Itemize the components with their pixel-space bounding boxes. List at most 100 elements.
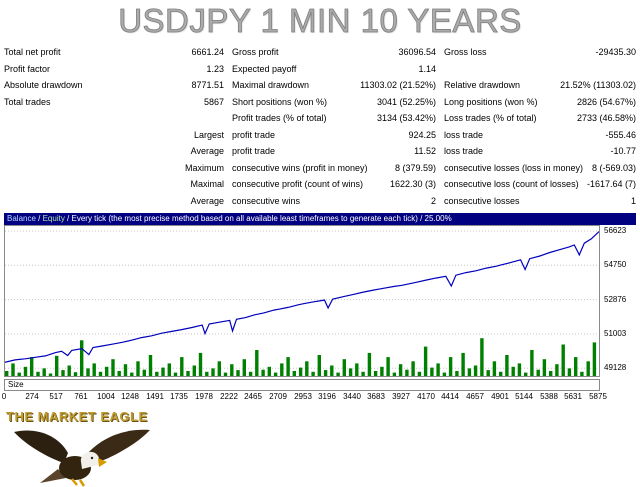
stat-value: 1622.30 (3) [389, 179, 436, 190]
stat-label: consecutive profit (count of wins) [232, 179, 364, 190]
size-bar [86, 368, 90, 376]
size-bar [405, 369, 409, 376]
y-tick-label: 54750 [604, 260, 627, 269]
size-bar [342, 359, 346, 376]
size-bar [123, 364, 128, 376]
size-bar [392, 372, 397, 376]
stat-label: Gross loss [444, 47, 487, 58]
size-bar [255, 350, 259, 376]
size-bar [486, 370, 490, 376]
stat-label: Total net profit [4, 47, 61, 58]
size-bar [17, 372, 21, 376]
x-tick-label: 5388 [540, 392, 558, 401]
size-bar [430, 367, 434, 376]
size-bar [442, 372, 447, 376]
size-bar [161, 367, 165, 376]
size-bar [330, 365, 334, 376]
size-bar [580, 371, 584, 376]
table-row: Maximum consecutive wins (profit in mone… [4, 160, 636, 177]
stat-value: 11303.02 (21.52%) [360, 80, 436, 91]
size-bar [111, 359, 115, 376]
size-bar [448, 357, 453, 376]
stat-value: Maximal [190, 179, 224, 190]
stat-label: Expected payoff [232, 63, 297, 74]
table-row: Total net profit 6661.24 Gross profit 3609… [4, 44, 636, 61]
x-tick-label: 5631 [564, 392, 582, 401]
size-bar [361, 371, 365, 376]
size-bar [417, 371, 422, 376]
stats-table: Total net profit 6661.24 Gross profit 3609… [0, 42, 640, 209]
size-bar [480, 338, 484, 376]
size-bar [455, 371, 459, 376]
y-tick-label: 52876 [604, 295, 627, 304]
size-bar [236, 370, 240, 376]
size-bar [192, 365, 196, 376]
size-bar [473, 365, 478, 376]
size-bar [317, 355, 321, 376]
stat-value: 924.25 [408, 129, 436, 140]
size-bar [42, 368, 46, 376]
size-bar [536, 369, 540, 376]
x-tick-label: 761 [74, 392, 88, 401]
size-bar [561, 344, 565, 376]
stat-value: 2733 (46.58%) [576, 113, 636, 124]
stat-value: 3041 (52.25%) [376, 96, 436, 107]
stat-value: -1617.64 (7) [586, 179, 636, 190]
x-tick-label: 1735 [170, 392, 188, 401]
size-bar [167, 363, 171, 376]
size-bar [592, 342, 597, 376]
x-tick-label: 1491 [146, 392, 164, 401]
x-tick-label: 2222 [220, 392, 238, 401]
size-bar [205, 371, 209, 376]
backtest-chart: Balance / Equity / Every tick (the most … [1, 213, 636, 402]
size-bar [398, 364, 403, 376]
stat-value: 8 (-569.03) [591, 162, 636, 173]
size-bar [461, 352, 465, 376]
size-bar [380, 366, 384, 376]
stat-label: consecutive loss (count of losses) [444, 179, 579, 190]
stat-label: loss trade [444, 146, 484, 157]
stat-value: -29435.30 [595, 47, 636, 58]
x-tick-label: 0 [1, 392, 7, 401]
x-tick-label: 4170 [417, 392, 435, 401]
stat-value: Average [190, 195, 224, 206]
size-bar [467, 368, 472, 376]
x-tick-label: 1004 [97, 392, 115, 401]
size-bar [180, 357, 184, 376]
x-tick-label: 1248 [121, 392, 139, 401]
size-panel-label: Size [8, 380, 24, 389]
logo-text: THE MARKET EAGLE [6, 409, 148, 424]
size-bar [305, 361, 309, 376]
size-bar [373, 371, 378, 376]
stat-value: -555.46 [605, 129, 636, 140]
size-bar [230, 364, 234, 376]
balance-plot [4, 225, 600, 377]
y-tick-label: 56623 [604, 226, 627, 235]
table-row: Total trades 5867 Short positions (won %)… [4, 94, 636, 111]
size-bar [530, 350, 534, 376]
size-bar [130, 372, 134, 376]
stat-value: 8 (379.59) [394, 162, 436, 173]
size-bar [186, 371, 190, 376]
stat-value: 36096.54 [398, 47, 436, 58]
size-bar [311, 371, 315, 376]
size-bar [355, 363, 359, 376]
stat-value: 6661.24 [191, 47, 224, 58]
x-tick-label: 2953 [294, 392, 312, 401]
size-bar [273, 372, 278, 376]
stat-value: 5867 [203, 96, 224, 107]
size-bar [61, 370, 65, 376]
balance-line [4, 231, 600, 363]
x-tick-label: 2709 [269, 392, 287, 401]
stat-label: Profit factor [4, 63, 51, 74]
stat-value: 3134 (53.42%) [376, 113, 436, 124]
table-row: Profit factor 1.23 Expected payoff 1.14 [4, 61, 636, 78]
x-tick-label: 517 [49, 392, 63, 401]
stat-value: Maximum [184, 162, 224, 173]
size-bar [298, 367, 303, 376]
table-row: Profit trades (% of total) 3134 (53.42%) … [4, 110, 636, 127]
size-bar [155, 371, 159, 376]
stat-value: 2 [430, 195, 436, 206]
size-bar [499, 371, 503, 376]
table-row: Absolute drawdown 8771.51 Maximal drawdow… [4, 77, 636, 94]
